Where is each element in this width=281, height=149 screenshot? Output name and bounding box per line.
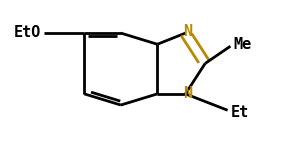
Text: N: N xyxy=(183,24,192,39)
Text: Et: Et xyxy=(230,105,249,120)
Text: Me: Me xyxy=(233,37,251,52)
Text: N: N xyxy=(183,86,192,101)
Text: EtO: EtO xyxy=(13,25,41,40)
